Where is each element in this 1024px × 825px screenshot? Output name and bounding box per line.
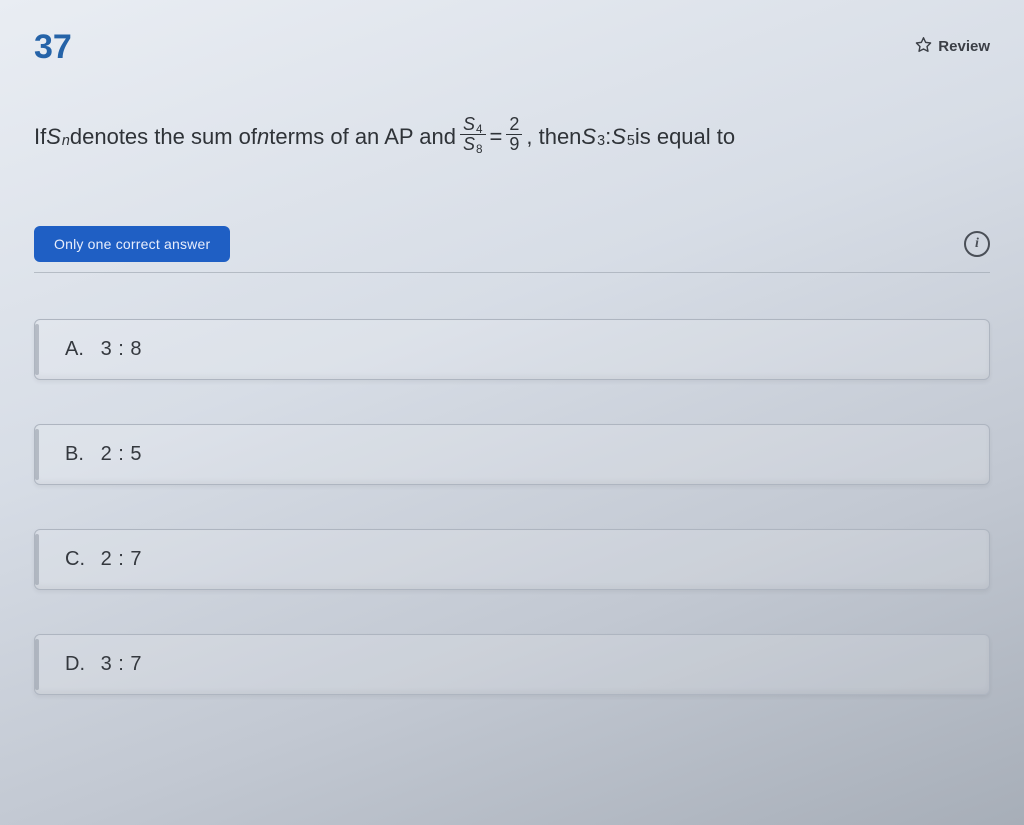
option-letter: A. bbox=[65, 338, 95, 361]
star-icon bbox=[915, 36, 932, 57]
qtext-part2: denotes the sum of bbox=[70, 120, 257, 153]
frac1-num-base: S bbox=[463, 114, 475, 134]
option-b[interactable]: B. 2 : 5 bbox=[34, 424, 990, 485]
s5-base: S bbox=[611, 120, 626, 153]
question-header: 37 Review bbox=[34, 28, 990, 67]
option-text: 3 : 7 bbox=[101, 653, 142, 675]
review-label: Review bbox=[938, 38, 990, 55]
sn-sub: n bbox=[62, 131, 70, 152]
s3-base: S bbox=[581, 120, 596, 153]
qtext-part1: If bbox=[34, 120, 46, 153]
qtext-part5: is equal to bbox=[635, 120, 735, 153]
sn-base: S bbox=[46, 120, 61, 153]
hint-row: Only one correct answer i bbox=[34, 226, 990, 262]
option-text: 2 : 7 bbox=[101, 548, 142, 570]
eq1: = bbox=[490, 120, 503, 153]
option-letter: C. bbox=[65, 548, 95, 571]
frac2-den: 9 bbox=[506, 135, 522, 154]
fraction-2-9: 2 9 bbox=[506, 115, 522, 154]
question-text: If Sn denotes the sum of n terms of an A… bbox=[34, 117, 990, 156]
divider-line bbox=[34, 272, 990, 273]
option-a[interactable]: A. 3 : 8 bbox=[34, 319, 990, 380]
option-text: 3 : 8 bbox=[101, 338, 142, 360]
frac1-den-sub: 8 bbox=[476, 143, 483, 156]
question-number: 37 bbox=[34, 28, 72, 67]
review-button[interactable]: Review bbox=[915, 36, 990, 57]
options-list: A. 3 : 8 B. 2 : 5 C. 2 : 7 D. 3 : 7 bbox=[34, 319, 990, 695]
qtext-part4: , then bbox=[526, 120, 581, 153]
fraction-s4-s8: S4 S8 bbox=[460, 115, 486, 154]
option-d[interactable]: D. 3 : 7 bbox=[34, 634, 990, 695]
frac1-num-sub: 4 bbox=[476, 123, 483, 136]
frac1-den-base: S bbox=[463, 134, 475, 154]
info-icon[interactable]: i bbox=[964, 231, 990, 257]
s5-sub: 5 bbox=[627, 131, 635, 152]
option-letter: B. bbox=[65, 443, 95, 466]
s3-sub: 3 bbox=[597, 131, 605, 152]
frac2-num: 2 bbox=[506, 115, 522, 135]
answer-mode-pill: Only one correct answer bbox=[34, 226, 230, 262]
qtext-part3: terms of an AP and bbox=[269, 120, 456, 153]
option-letter: D. bbox=[65, 653, 95, 676]
n-var: n bbox=[257, 120, 269, 153]
option-c[interactable]: C. 2 : 7 bbox=[34, 529, 990, 590]
option-text: 2 : 5 bbox=[101, 443, 142, 465]
